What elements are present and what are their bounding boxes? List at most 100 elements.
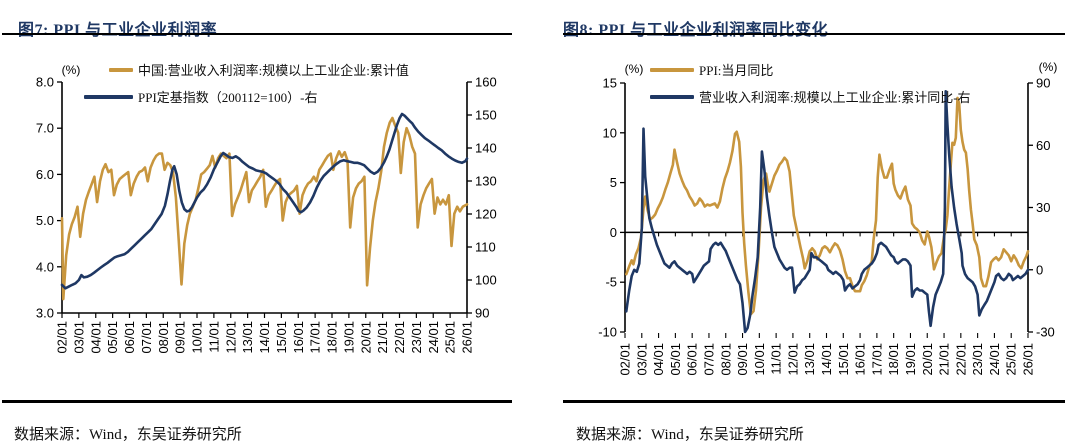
cn-revenue-profit-margin-cum bbox=[60, 116, 469, 301]
svg-text:22/01: 22/01 bbox=[392, 321, 407, 354]
svg-text:100: 100 bbox=[475, 273, 497, 288]
gold-line-swatch bbox=[650, 67, 694, 72]
figure7-title: 图7: PPI 与工业企业利润率 bbox=[18, 22, 218, 40]
figure8-title: 图8: PPI 与工业企业利润率同比变化 bbox=[563, 22, 829, 40]
svg-text:5.0: 5.0 bbox=[36, 213, 54, 228]
legend-label: PPI:当月同比 bbox=[699, 63, 774, 78]
svg-text:(%): (%) bbox=[1039, 60, 1058, 74]
source-divider bbox=[563, 400, 1065, 403]
svg-text:10: 10 bbox=[603, 125, 617, 140]
legend-label: 中国:营业收入利润率:规模以上工业企业:累计值 bbox=[138, 63, 409, 78]
legend-item: 中国:营业收入利润率:规模以上工业企业:累计值 bbox=[84, 56, 409, 83]
svg-text:-10: -10 bbox=[598, 325, 617, 340]
navy-line-swatch bbox=[650, 94, 694, 99]
svg-text:-30: -30 bbox=[1036, 325, 1055, 340]
svg-text:4.0: 4.0 bbox=[36, 259, 54, 274]
svg-text:30: 30 bbox=[1036, 200, 1050, 215]
data-source: 数据来源：Wind，东吴证券研究所 bbox=[14, 427, 242, 442]
svg-text:0: 0 bbox=[1036, 262, 1043, 277]
svg-text:08/01: 08/01 bbox=[718, 343, 733, 376]
svg-text:09/01: 09/01 bbox=[173, 321, 188, 354]
svg-text:130: 130 bbox=[475, 174, 497, 189]
figure7-panel: 图7: PPI 与工业企业利润率 8.0 7.0 6.0 5.0 4.0 3.0 160 15… bbox=[2, 22, 512, 442]
svg-text:03/01: 03/01 bbox=[634, 343, 649, 376]
svg-text:120: 120 bbox=[475, 207, 497, 222]
svg-text:16/01: 16/01 bbox=[291, 321, 306, 354]
svg-text:18/01: 18/01 bbox=[886, 343, 901, 376]
svg-text:26/01: 26/01 bbox=[460, 321, 475, 354]
svg-text:12/01: 12/01 bbox=[785, 343, 800, 376]
svg-text:160: 160 bbox=[475, 75, 497, 90]
navy-line-swatch bbox=[84, 94, 133, 99]
svg-text:06/01: 06/01 bbox=[122, 321, 137, 354]
svg-text:10/01: 10/01 bbox=[190, 321, 205, 354]
svg-text:10/01: 10/01 bbox=[752, 343, 767, 376]
svg-text:14/01: 14/01 bbox=[257, 321, 272, 354]
svg-text:-5: -5 bbox=[605, 275, 617, 290]
svg-text:21/01: 21/01 bbox=[375, 321, 390, 354]
svg-text:110: 110 bbox=[475, 240, 496, 255]
svg-text:15/01: 15/01 bbox=[274, 321, 289, 354]
svg-text:11/01: 11/01 bbox=[769, 343, 784, 375]
svg-text:13/01: 13/01 bbox=[240, 321, 255, 354]
svg-text:05/01: 05/01 bbox=[105, 321, 120, 354]
svg-text:02/01: 02/01 bbox=[55, 321, 70, 354]
svg-text:14/01: 14/01 bbox=[819, 343, 834, 376]
legend-label: PPI定基指数（200112=100）-右 bbox=[138, 90, 318, 105]
figure7-line-chart: 8.0 7.0 6.0 5.0 4.0 3.0 160 150 140 130 120 110 100 9… bbox=[36, 63, 497, 354]
title-divider bbox=[2, 33, 512, 35]
svg-text:03/01: 03/01 bbox=[71, 321, 86, 354]
figure8-line-chart: 15 10 5 0 -5 -10 90 60 30 0 -30 02/01 03/01 04/01 05/0… bbox=[598, 60, 1058, 376]
revenue-profit-margin-yoy bbox=[625, 90, 1030, 334]
svg-text:24/01: 24/01 bbox=[987, 343, 1002, 376]
svg-text:20/01: 20/01 bbox=[358, 321, 373, 354]
title-divider bbox=[563, 33, 1065, 35]
svg-text:140: 140 bbox=[475, 141, 497, 156]
svg-text:25/01: 25/01 bbox=[1004, 343, 1019, 376]
svg-text:7.0: 7.0 bbox=[36, 121, 54, 136]
legend-item: 营业收入利润率:规模以上工业企业:累计同比-右 bbox=[650, 83, 971, 110]
svg-text:19/01: 19/01 bbox=[341, 321, 356, 354]
svg-text:20/01: 20/01 bbox=[920, 343, 935, 376]
svg-text:17/01: 17/01 bbox=[869, 343, 884, 376]
svg-text:04/01: 04/01 bbox=[88, 321, 103, 354]
svg-text:3.0: 3.0 bbox=[36, 306, 54, 321]
svg-text:23/01: 23/01 bbox=[409, 321, 424, 354]
figure7-legend: 中国:营业收入利润率:规模以上工业企业:累计值 PPI定基指数（200112=1… bbox=[84, 56, 409, 110]
svg-text:17/01: 17/01 bbox=[308, 321, 323, 354]
svg-text:16/01: 16/01 bbox=[853, 343, 868, 376]
svg-text:12/01: 12/01 bbox=[223, 321, 238, 354]
legend-item: PPI定基指数（200112=100）-右 bbox=[84, 83, 409, 110]
figure8-panel: 图8: PPI 与工业企业利润率同比变化 15 10 5 0 -5 -10 90 60 30 0 -… bbox=[540, 0, 1080, 442]
svg-text:(%): (%) bbox=[625, 62, 644, 76]
svg-text:21/01: 21/01 bbox=[937, 343, 952, 376]
svg-text:06/01: 06/01 bbox=[685, 343, 700, 376]
svg-text:22/01: 22/01 bbox=[953, 343, 968, 376]
svg-text:150: 150 bbox=[475, 108, 497, 123]
svg-text:04/01: 04/01 bbox=[651, 343, 666, 376]
svg-text:11/01: 11/01 bbox=[206, 321, 221, 353]
svg-text:19/01: 19/01 bbox=[903, 343, 918, 376]
svg-text:23/01: 23/01 bbox=[970, 343, 985, 376]
data-source: 数据来源：Wind，东吴证券研究所 bbox=[576, 427, 804, 442]
legend-item: PPI:当月同比 bbox=[650, 56, 971, 83]
svg-text:60: 60 bbox=[1036, 138, 1050, 153]
svg-text:07/01: 07/01 bbox=[139, 321, 154, 354]
gold-line-swatch bbox=[109, 67, 133, 72]
ppi-yoy-monthly bbox=[625, 96, 1030, 316]
svg-text:07/01: 07/01 bbox=[701, 343, 716, 376]
svg-text:5: 5 bbox=[610, 175, 617, 190]
svg-text:8.0: 8.0 bbox=[36, 75, 54, 90]
source-divider bbox=[2, 400, 512, 403]
svg-text:15: 15 bbox=[603, 76, 617, 91]
svg-text:09/01: 09/01 bbox=[735, 343, 750, 376]
svg-text:15/01: 15/01 bbox=[836, 343, 851, 376]
svg-text:90: 90 bbox=[1036, 76, 1050, 91]
svg-text:26/01: 26/01 bbox=[1021, 343, 1036, 376]
svg-text:24/01: 24/01 bbox=[426, 321, 441, 354]
svg-text:90: 90 bbox=[475, 306, 489, 321]
svg-text:6.0: 6.0 bbox=[36, 167, 54, 182]
svg-text:08/01: 08/01 bbox=[156, 321, 171, 354]
svg-text:13/01: 13/01 bbox=[802, 343, 817, 376]
